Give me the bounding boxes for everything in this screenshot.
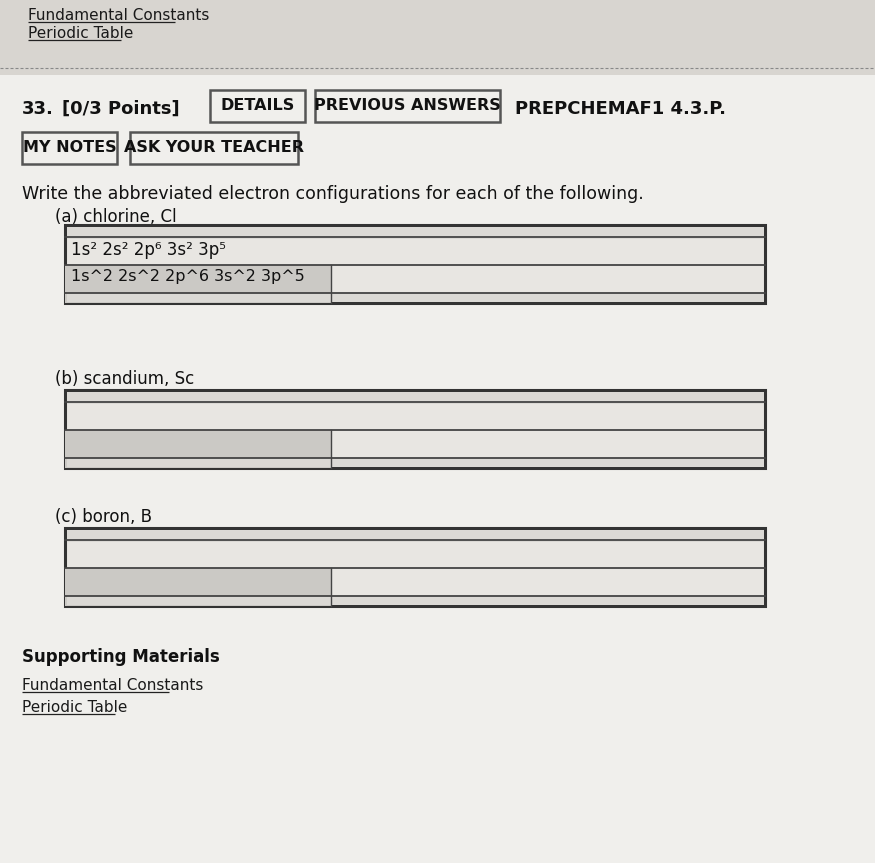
Bar [66,392,764,404]
Text: (a) chlorine, Cl: (a) chlorine, Cl [55,208,177,226]
Bar [65,528,765,606]
Bar [22,132,117,164]
Bar [65,568,331,606]
Bar [66,293,764,301]
Text: (c) boron, B: (c) boron, B [55,508,152,526]
Text: Fundamental Constants: Fundamental Constants [22,678,203,693]
Text: 1s² 2s² 2p⁶ 3s² 3p⁵: 1s² 2s² 2p⁶ 3s² 3p⁵ [71,241,226,259]
Text: PREVIOUS ANSWERS: PREVIOUS ANSWERS [314,98,500,114]
Bar [130,132,298,164]
Text: DETAILS: DETAILS [220,98,295,114]
Text: PREPCHEMAF1 4.3.P.: PREPCHEMAF1 4.3.P. [515,100,726,118]
Bar [66,530,764,541]
Text: MY NOTES: MY NOTES [23,141,116,155]
Text: 33.: 33. [22,100,54,118]
Text: Supporting Materials: Supporting Materials [22,648,220,666]
Bar [66,458,764,467]
Bar [315,90,500,122]
Text: Periodic Table: Periodic Table [22,700,128,715]
Bar [65,265,331,303]
Bar [66,596,764,604]
Bar [65,225,765,303]
Text: Write the abbreviated electron configurations for each of the following.: Write the abbreviated electron configura… [22,185,644,203]
Bar [210,90,305,122]
Text: ASK YOUR TEACHER: ASK YOUR TEACHER [124,141,304,155]
Bar [65,430,331,468]
Bar [65,390,765,468]
Text: 1s^2 2s^2 2p^6 3s^2 3p^5: 1s^2 2s^2 2p^6 3s^2 3p^5 [71,269,304,284]
Bar [66,226,764,238]
Text: (b) scandium, Sc: (b) scandium, Sc [55,370,194,388]
Text: Periodic Table: Periodic Table [28,26,133,41]
Text: Fundamental Constants: Fundamental Constants [28,8,209,23]
Text: [0/3 Points]: [0/3 Points] [62,100,179,118]
